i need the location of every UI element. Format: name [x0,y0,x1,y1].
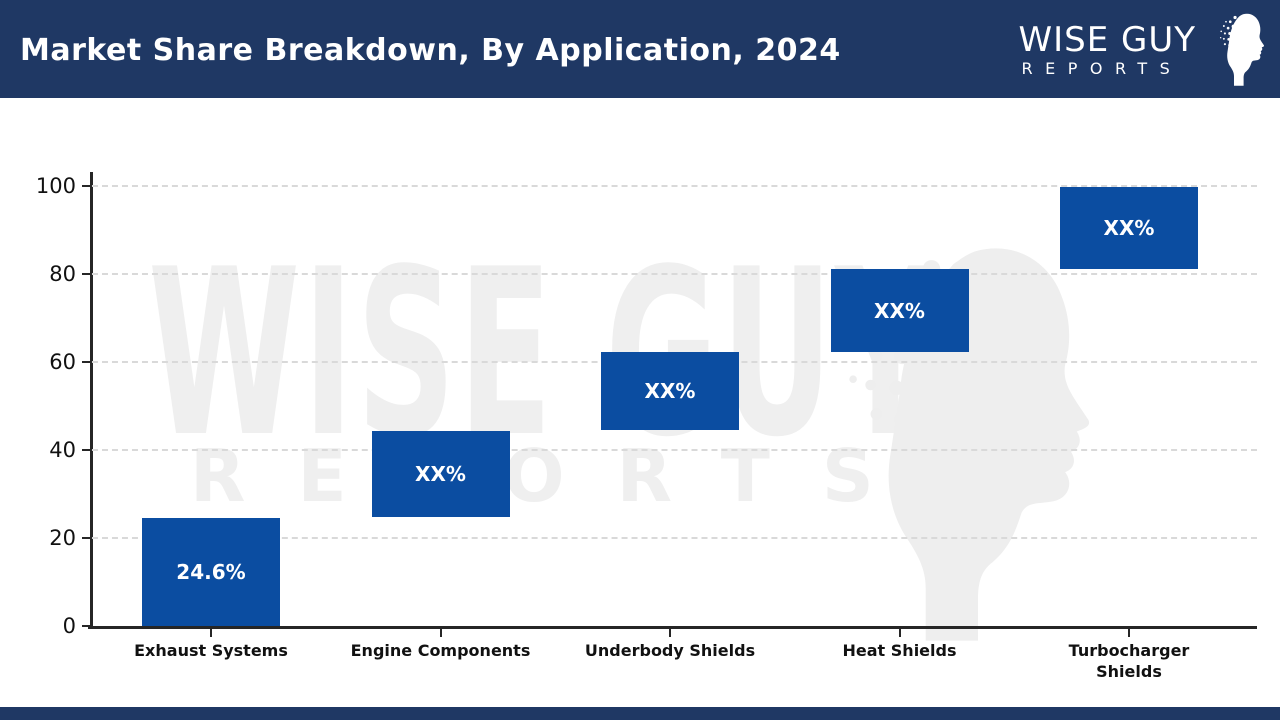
gridline-80 [92,273,1257,275]
gridline-40 [92,449,1257,451]
bar-value-label: 24.6% [176,559,246,584]
y-tick-label-0: 0 [62,614,76,638]
x-tick-5 [1128,629,1130,637]
x-tick-4 [898,629,901,637]
bar-value-label: XX% [415,461,466,486]
bar-exhaust-systems: 24.6% [142,517,280,626]
bar-engine-components: XX% [371,430,510,518]
bar-underbody-shields: XX% [601,352,739,430]
footer-bar [0,707,1280,720]
gridline-100 [92,185,1257,187]
bar-value-label: XX% [874,298,925,323]
chart-title: Market Share Breakdown, By Application, … [20,33,841,68]
bar-value-label: XX% [1103,215,1155,240]
y-tick-100 [82,185,90,187]
logo-subtext: REPORTS [1021,59,1183,78]
y-tick-label-80: 80 [49,262,76,286]
y-axis-line [90,172,93,629]
x-category-label: Exhaust Systems [134,641,288,660]
y-tick-80 [82,273,90,275]
y-tick-label-20: 20 [49,526,76,550]
bar-value-label: XX% [644,379,696,404]
y-tick-label-60: 60 [49,350,76,374]
x-category-label: Turbocharger Shields [1068,641,1190,681]
y-tick-label-100: 100 [35,174,76,198]
bar-turbocharger-shields: XX% [1060,186,1198,269]
y-tick-60 [82,361,90,363]
logo-wordmark: WISE GUY [1018,20,1196,60]
x-tick-3 [669,629,671,637]
x-category-label: Engine Components [350,641,531,660]
gridline-20 [92,537,1257,539]
bar-heat-shields: XX% [830,269,969,353]
y-tick-label-40: 40 [49,438,76,462]
x-category-label: Underbody Shields [584,641,756,660]
dotted-head-profile-icon [1219,13,1265,86]
y-tick-0 [82,625,90,627]
x-tick-1 [210,629,212,637]
x-tick-2 [439,629,442,637]
logo-text: WISE GUY REPORTS [1018,22,1196,78]
header-bar: Market Share Breakdown, By Application, … [0,0,1280,98]
y-tick-20 [82,537,90,539]
x-axis-line [88,626,1257,629]
y-tick-40 [82,449,90,451]
x-category-label: Heat Shields [842,641,957,660]
wiseguy-logo: WISE GUY REPORTS [1016,8,1266,92]
